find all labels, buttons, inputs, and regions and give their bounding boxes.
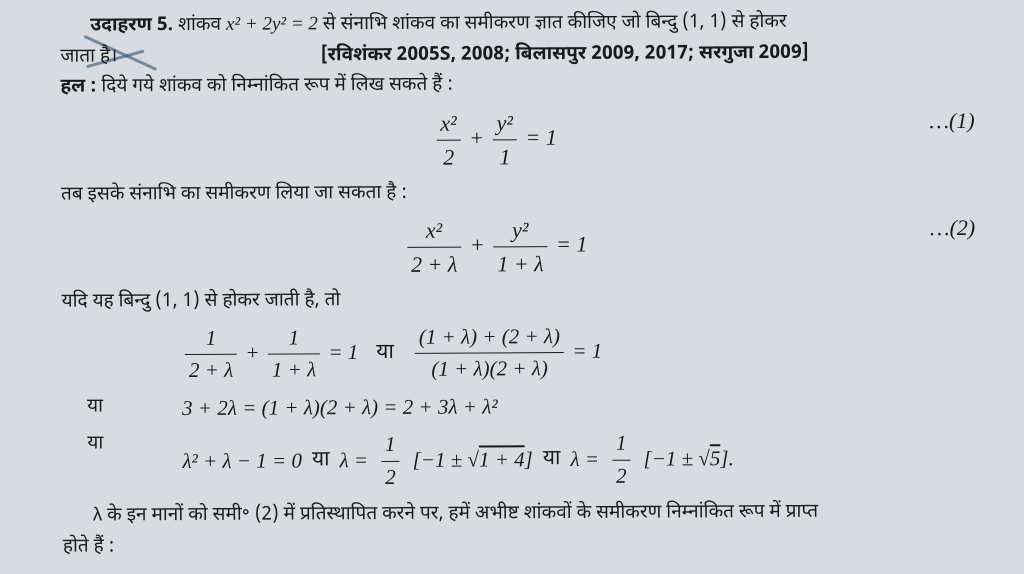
eq-rhs: = 1 xyxy=(556,231,587,256)
equation-number: …(1) xyxy=(929,103,1004,136)
sol-text: होते हैं : xyxy=(63,534,115,559)
solution-line: यदि यह बिन्दु (1, 1) से होकर जाती है, तो xyxy=(62,284,1006,317)
eq-rhs: = 1 xyxy=(525,124,556,149)
ya-label: या xyxy=(87,393,103,422)
ya-label: या xyxy=(87,430,103,459)
references: [रविशंकर 2005S, 2008; बिलासपुर 2009, 201… xyxy=(320,39,809,70)
frac-den: 1 + λ xyxy=(268,354,320,386)
frac-den: 2 + λ xyxy=(185,355,237,387)
equation-3: 12 + λ + 11 + λ = 1 या (1 + λ) + (2 + λ)… xyxy=(62,318,1006,387)
sol-label: हल : xyxy=(60,74,96,99)
problem-text: से संनाभि शांकव का समीकरण ज्ञात कीजिए जो… xyxy=(323,10,787,37)
frac-den: 2 + λ xyxy=(407,248,462,281)
frac-num: 1 xyxy=(185,322,237,355)
sqrt-arg: 1 + 4 xyxy=(479,448,525,472)
page: उदाहरण 5. शांकव x² + 2y² = 2 से संनाभि श… xyxy=(0,0,1024,574)
eq-part: ]. xyxy=(720,446,734,470)
frac-den: 2 xyxy=(436,140,461,173)
sol-text: यदि यह बिन्दु (1, 1) से होकर जाती है, तो xyxy=(62,288,341,314)
solution-line: होते हैं : xyxy=(63,528,1007,561)
frac-den: 2 xyxy=(381,461,400,493)
frac-den: (1 + λ)(2 + λ) xyxy=(415,353,564,385)
eq-part: ] xyxy=(525,447,533,471)
equation-1: x²2 + y²1 = 1 …(1) xyxy=(61,103,1005,175)
frac-num: y² xyxy=(493,213,548,247)
frac-num: x² xyxy=(407,214,462,248)
ya-label: या xyxy=(543,444,561,476)
frac-num: x² xyxy=(436,106,461,140)
jata-hai: जाता है। xyxy=(60,44,117,69)
eq-part: [−1 ± √ xyxy=(413,448,480,472)
frac-den: 1 xyxy=(493,140,518,173)
frac-num: 1 xyxy=(381,429,400,462)
solution-line: तब इसके संनाभि का समीकरण लिया जा सकता है… xyxy=(61,176,1005,209)
problem-text: शांकव xyxy=(178,13,221,38)
frac-num: 1 xyxy=(268,322,320,355)
frac-num: 1 xyxy=(612,428,631,461)
sqrt-arg: 5 xyxy=(710,446,721,470)
equation-5-row: या λ² + λ − 1 = 0 या λ = 12 [−1 ± √1 + 4… xyxy=(62,426,1006,495)
equation-2: x²2 + λ + y²1 + λ = 1 …(2) xyxy=(61,211,1005,283)
sol-text: λ के इन मानों को समी॰ (2) में प्रतिस्थाप… xyxy=(93,500,819,529)
problem-line: उदाहरण 5. शांकव x² + 2y² = 2 से संनाभि श… xyxy=(60,7,1004,41)
ya-label: या xyxy=(312,446,330,478)
eq-rhs: = 1 xyxy=(328,339,358,363)
eq-part: λ = xyxy=(570,444,599,476)
solution-line: λ के इन मानों को समी॰ (2) में प्रतिस्थाप… xyxy=(63,498,1007,531)
problem-equation: x² + 2y² = 2 xyxy=(226,13,318,34)
sol-text: दिये गये शांकव को निम्नांकित रूप में लिख… xyxy=(101,73,453,100)
example-label: उदाहरण 5. xyxy=(90,13,173,38)
frac-num: (1 + λ) + (2 + λ) xyxy=(415,321,564,354)
equation-4-row: या 3 + 2λ = (1 + λ)(2 + λ) = 2 + 3λ + λ² xyxy=(62,388,1006,424)
equation-number: …(2) xyxy=(930,211,1005,244)
equation-4: 3 + 2λ = (1 + λ)(2 + λ) = 2 + 3λ + λ² xyxy=(62,388,1006,424)
frac-den: 2 xyxy=(612,460,631,492)
eq5a: λ² + λ − 1 = 0 xyxy=(182,446,302,478)
eq-rhs: = 1 xyxy=(572,338,602,362)
ya-label: या xyxy=(376,338,394,370)
solution-line: हल : दिये गये शांकव को निम्नांकित रूप मे… xyxy=(60,69,1004,102)
sol-text: तब इसके संनाभि का समीकरण लिया जा सकता है… xyxy=(61,180,407,207)
eq-part: λ = xyxy=(339,445,368,477)
eq-part: [−1 ± √ xyxy=(643,447,710,471)
frac-num: y² xyxy=(492,106,517,140)
frac-den: 1 + λ xyxy=(493,247,548,280)
problem-line: जाता है। [रविशंकर 2005S, 2008; बिलासपुर … xyxy=(60,38,1004,71)
